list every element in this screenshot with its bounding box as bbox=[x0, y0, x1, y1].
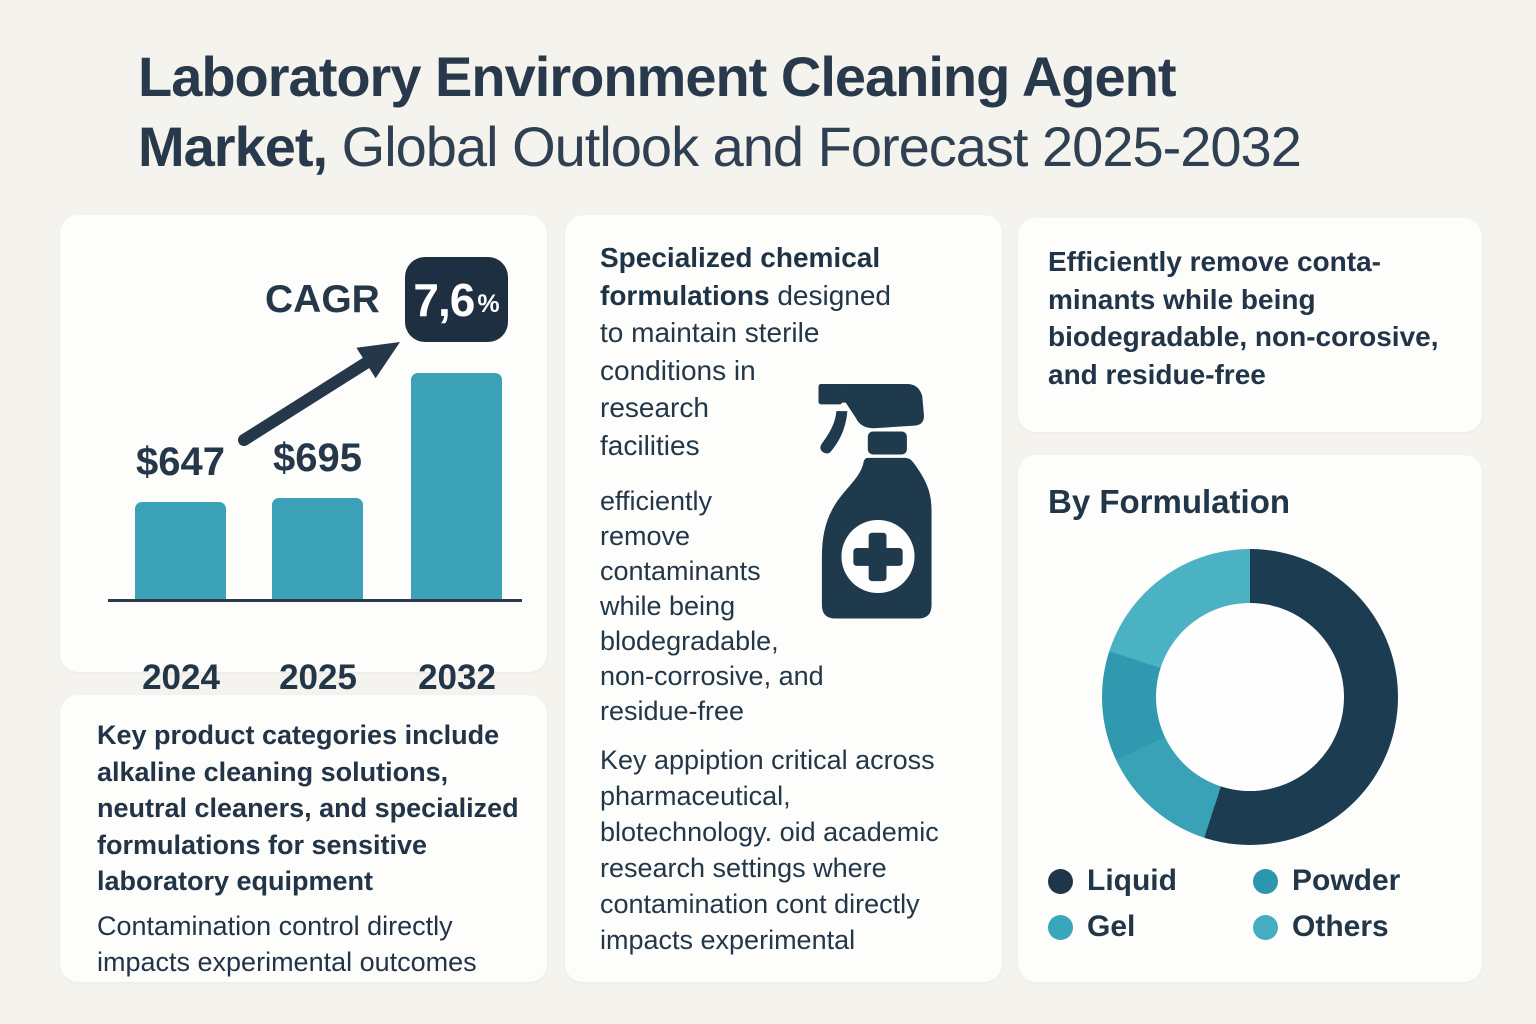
contamination-paragraph: Contamination control directly impacts e… bbox=[97, 910, 477, 978]
legend-item-powder: Powder bbox=[1253, 864, 1458, 898]
legend-label-gel: Gel bbox=[1087, 910, 1136, 943]
formulation-donut-chart bbox=[1102, 549, 1398, 845]
market-forecast-card: CAGR 7,6 % $647 $695 2024 2025 2032 bbox=[60, 215, 547, 697]
x-axis-line bbox=[108, 599, 522, 602]
cagr-label: CAGR bbox=[265, 278, 380, 321]
product-categories-card: Key product categories include alkaline … bbox=[60, 695, 547, 982]
specialized-bold-text: Specialized chemical formulations bbox=[600, 242, 881, 311]
page-title: Laboratory Environment Cleaning Agent Ma… bbox=[138, 42, 1488, 182]
spray-bottle-icon bbox=[818, 383, 932, 619]
title-line1: Laboratory Environment Cleaning Agent bbox=[138, 45, 1176, 108]
efficiency-paragraph: efficiently remove contaminants while be… bbox=[600, 486, 824, 726]
bar-rect-2024 bbox=[135, 502, 226, 600]
bar-value-2025: $695 bbox=[273, 436, 362, 480]
bar-rect-2032 bbox=[411, 373, 502, 600]
applications-paragraph: Key appiption critical across pharmaceut… bbox=[600, 745, 939, 955]
donut-hole bbox=[1156, 603, 1344, 791]
powder-dot-icon bbox=[1253, 868, 1278, 894]
categories-paragraph: Key product categories include alkaline … bbox=[97, 720, 519, 896]
benefits-text: Efficiently remove conta- minants while … bbox=[1048, 246, 1439, 390]
formulation-description-card: Specialized chemical formulations design… bbox=[565, 215, 1002, 982]
cagr-value: 7,6 bbox=[413, 273, 475, 326]
formulation-heading: By Formulation bbox=[1048, 483, 1291, 520]
year-label-2025: 2025 bbox=[279, 658, 357, 697]
formulation-legend: Liquid Gel Powder Others bbox=[1048, 858, 1458, 950]
year-label-2024: 2024 bbox=[142, 658, 220, 697]
legend-item-others: Others bbox=[1253, 910, 1458, 944]
liquid-dot-icon bbox=[1048, 868, 1073, 894]
gel-dot-icon bbox=[1048, 914, 1073, 940]
legend-label-liquid: Liquid bbox=[1087, 864, 1177, 897]
cagr-percent-sign: % bbox=[477, 290, 500, 318]
title-line2-rest: Global Outlook and Forecast 2025-2032 bbox=[327, 115, 1302, 178]
year-label-2032: 2032 bbox=[418, 658, 496, 697]
specialized-paragraph: Specialized chemical formulations design… bbox=[600, 239, 1002, 464]
bar-value-2024: $647 bbox=[136, 440, 225, 484]
legend-label-others: Others bbox=[1292, 910, 1389, 943]
title-line2: Market, Global Outlook and Forecast 2025… bbox=[138, 112, 1488, 182]
trend-arrow-icon bbox=[238, 342, 400, 446]
by-formulation-card: By Formulation Liquid Gel Powder Others bbox=[1018, 455, 1482, 982]
cagr-badge: 7,6 % bbox=[405, 257, 508, 342]
bar-rect-2025 bbox=[272, 498, 363, 600]
legend-item-liquid: Liquid bbox=[1048, 864, 1253, 898]
legend-item-gel: Gel bbox=[1048, 910, 1253, 944]
title-line2-bold: Market, bbox=[138, 115, 328, 178]
specialized-rest-text: designed to maintain sterile conditions … bbox=[600, 279, 891, 461]
benefits-card: Efficiently remove conta- minants while … bbox=[1018, 218, 1482, 432]
others-dot-icon bbox=[1253, 914, 1278, 940]
legend-label-powder: Powder bbox=[1292, 864, 1401, 897]
